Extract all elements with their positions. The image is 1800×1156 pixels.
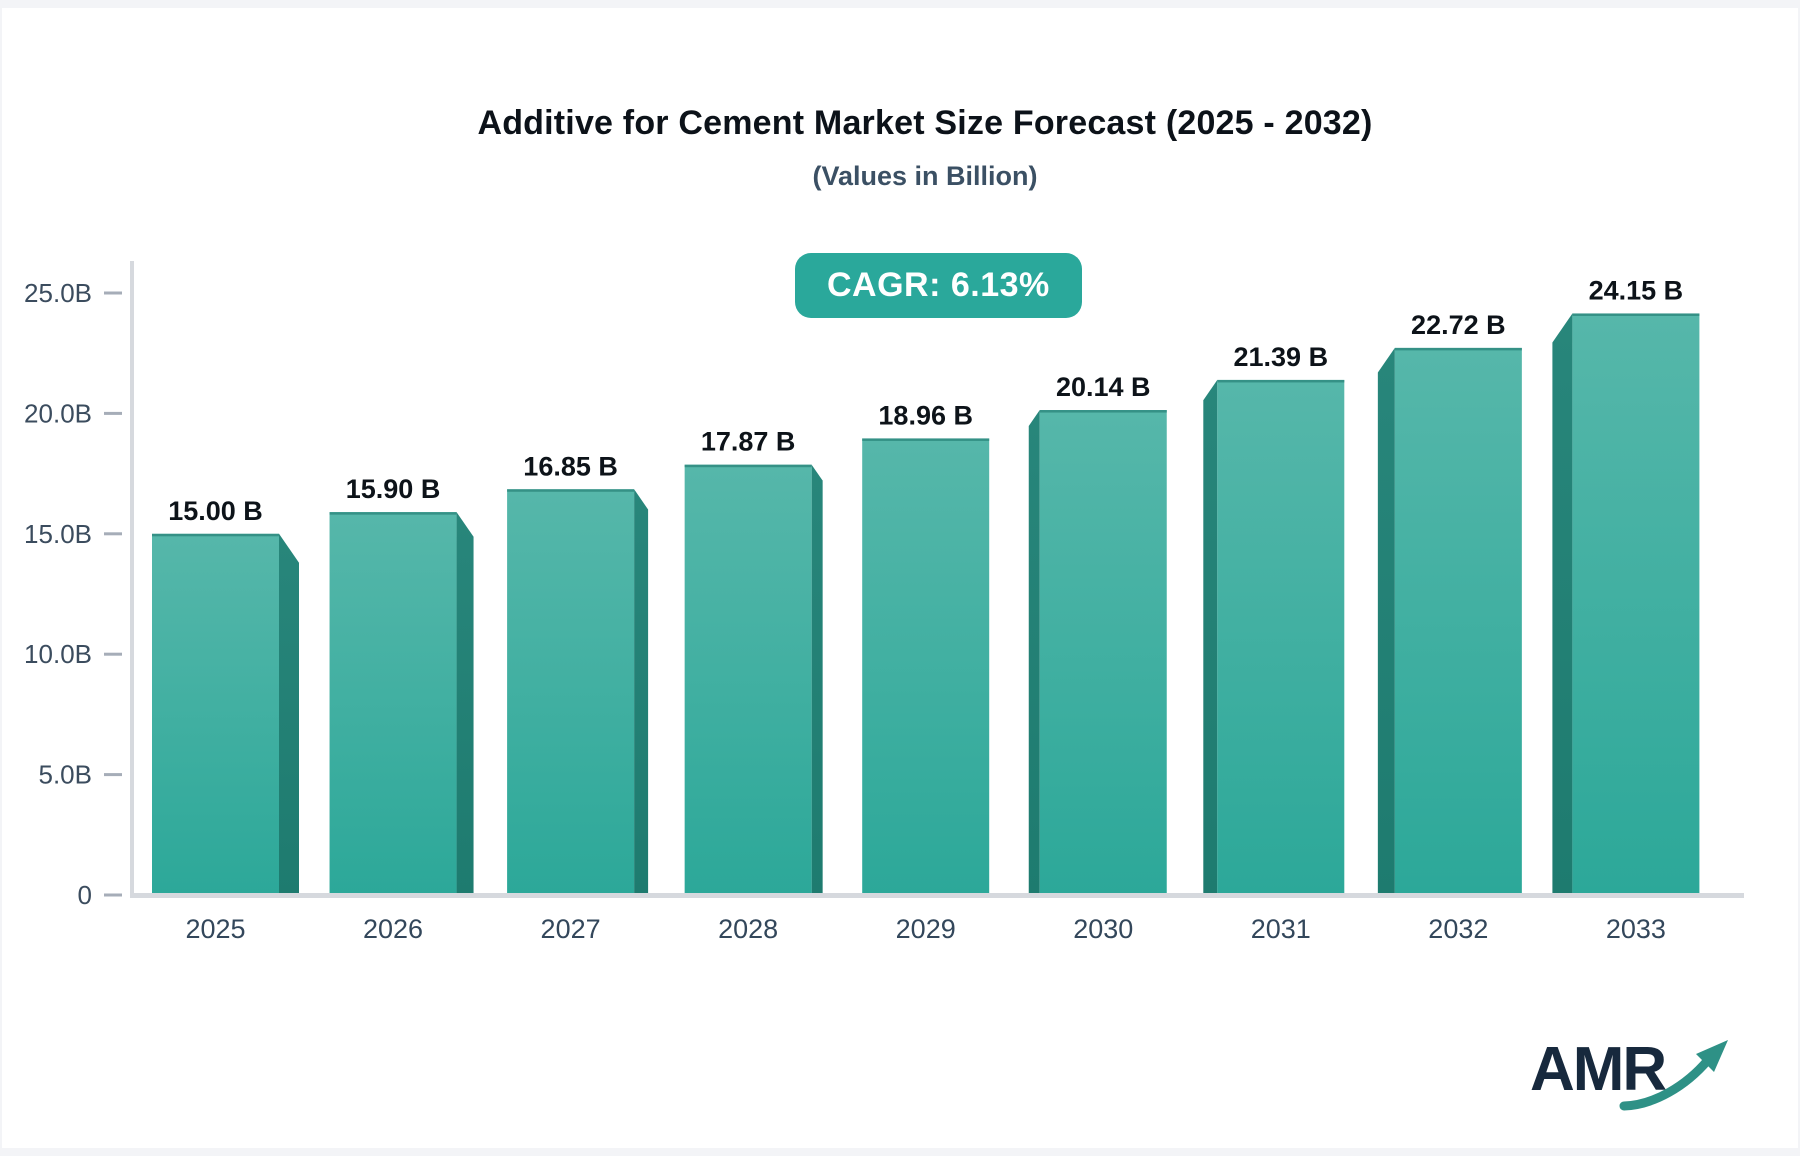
y-axis-tick-label: 20.0B bbox=[24, 398, 92, 428]
y-axis-tick bbox=[104, 652, 122, 656]
bar-2030-top-edge bbox=[1039, 410, 1167, 413]
y-axis-tick bbox=[104, 893, 122, 897]
bar-2025-top-edge bbox=[152, 533, 279, 537]
bar-2028-side bbox=[811, 464, 823, 895]
bar-2031 bbox=[1217, 379, 1345, 895]
x-axis-year-label: 2028 bbox=[718, 914, 778, 944]
bar-2028 bbox=[684, 464, 812, 895]
bar-value-label: 18.96 B bbox=[878, 400, 973, 430]
bar-2033 bbox=[1572, 313, 1700, 895]
x-axis-year-label: 2029 bbox=[896, 914, 956, 944]
x-axis-year-label: 2033 bbox=[1606, 914, 1666, 944]
y-axis-tick-label: 15.0B bbox=[24, 519, 92, 549]
bar-value-label: 15.90 B bbox=[346, 474, 441, 504]
chart-card: Additive for Cement Market Size Forecast… bbox=[2, 8, 1798, 1148]
bar-2033-top-edge bbox=[1572, 313, 1700, 316]
bar-2026-top-edge bbox=[329, 512, 457, 515]
bar-2031-top-edge bbox=[1217, 379, 1345, 383]
chart-title: Additive for Cement Market Size Forecast… bbox=[477, 104, 1373, 142]
y-axis-tick-label: 25.0B bbox=[24, 278, 92, 308]
y-axis-tick bbox=[104, 773, 122, 777]
y-axis-tick-label: 5.0B bbox=[39, 760, 93, 790]
y-axis-tick-label: 0 bbox=[78, 880, 92, 910]
bar-2032-side bbox=[1377, 347, 1395, 895]
y-axis-tick-label: 10.0B bbox=[24, 639, 92, 669]
bar-2026 bbox=[329, 512, 457, 895]
y-axis-tick bbox=[104, 532, 122, 536]
x-axis-year-label: 2030 bbox=[1073, 914, 1133, 944]
x-axis-year-label: 2027 bbox=[541, 914, 601, 944]
bar-2028-top-edge bbox=[684, 464, 812, 468]
y-axis-tick bbox=[104, 411, 122, 415]
bar-value-label: 22.72 B bbox=[1411, 310, 1506, 340]
forecast-bar-chart: 0 5.0B 10.0B 15.0B 20.0B 25.0B 15.00 B 2025 15.9… bbox=[24, 261, 1744, 944]
bar-value-label: 24.15 B bbox=[1589, 275, 1684, 305]
bar-2032 bbox=[1394, 347, 1522, 895]
bar-2030 bbox=[1039, 410, 1167, 895]
bar-2027 bbox=[507, 489, 635, 895]
bar-value-label: 21.39 B bbox=[1234, 342, 1329, 372]
bar-2029 bbox=[862, 438, 990, 895]
bar-2025 bbox=[152, 533, 279, 895]
x-axis-year-label: 2031 bbox=[1251, 914, 1311, 944]
y-axis-tick bbox=[104, 291, 122, 295]
bar-value-label: 15.00 B bbox=[168, 496, 263, 526]
bar-2029-top-edge bbox=[862, 438, 990, 441]
bar-value-label: 16.85 B bbox=[523, 451, 618, 481]
amr-logo-text: AMR bbox=[1530, 1035, 1667, 1104]
bar-2031-side bbox=[1203, 379, 1218, 895]
bar-2025-side bbox=[279, 533, 299, 895]
x-axis-year-label: 2032 bbox=[1428, 914, 1488, 944]
bar-2027-side bbox=[634, 489, 649, 895]
bar-value-label: 20.14 B bbox=[1056, 372, 1151, 402]
bar-2032-top-edge bbox=[1394, 347, 1522, 351]
bar-2030-side bbox=[1028, 410, 1040, 895]
x-axis-year-label: 2026 bbox=[363, 914, 423, 944]
y-axis-line bbox=[130, 261, 134, 897]
bar-value-label: 17.87 B bbox=[701, 427, 796, 457]
x-axis-line bbox=[130, 893, 1744, 898]
bar-2026-side bbox=[456, 512, 474, 895]
chart-subtitle: (Values in Billion) bbox=[812, 161, 1038, 191]
bar-2027-top-edge bbox=[507, 489, 635, 492]
x-axis-year-label: 2025 bbox=[185, 914, 245, 944]
growth-arrow-icon bbox=[1619, 1040, 1728, 1111]
bar-2033-side bbox=[1552, 313, 1573, 895]
cagr-badge: CAGR: 6.13% bbox=[795, 253, 1082, 318]
amr-logo: AMR bbox=[1530, 1034, 1730, 1124]
